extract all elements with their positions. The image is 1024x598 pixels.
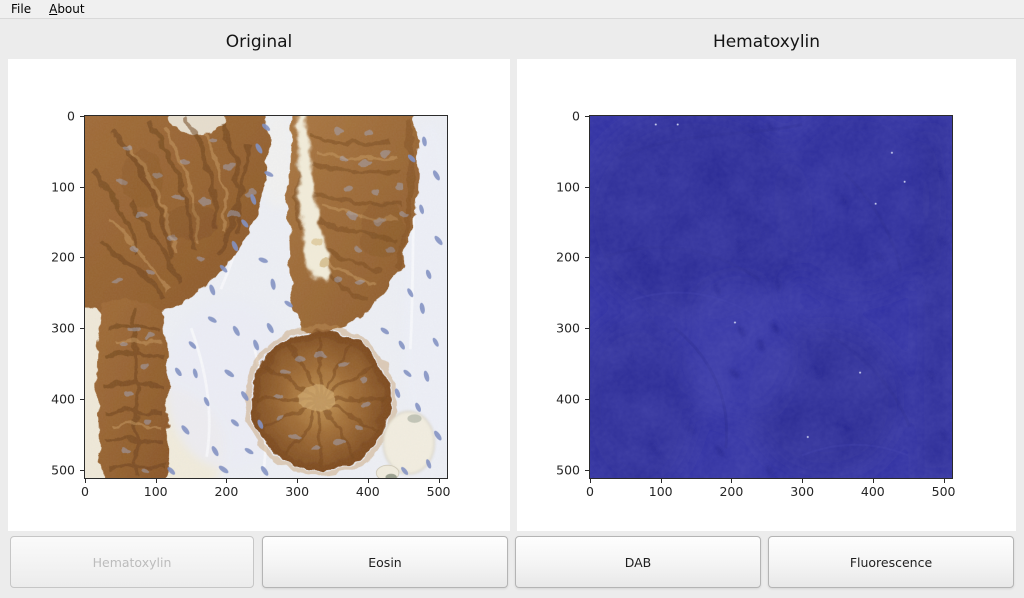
y-tick-label: 100 (556, 179, 580, 195)
menu-about[interactable]: About (40, 1, 94, 18)
y-tick-mark (80, 116, 84, 117)
hematoxylin-panel: 0 100 200 300 400 500 0 100 200 300 400 500 (517, 59, 1016, 531)
x-tick-mark (590, 479, 591, 483)
x-tick-mark (660, 479, 662, 483)
y-tick-label: 200 (51, 249, 75, 265)
x-tick-mark (85, 479, 86, 483)
x-tick-label: 500 (931, 484, 956, 499)
y-tick-mark (80, 328, 84, 330)
x-tick-label: 200 (214, 484, 239, 499)
y-tick-mark (585, 116, 589, 117)
menu-bar: File About (0, 0, 1024, 19)
x-tick-mark (226, 479, 228, 483)
x-tick-mark (367, 479, 369, 483)
y-tick-label: 300 (556, 320, 580, 336)
fluorescence-button[interactable]: Fluorescence (768, 536, 1014, 588)
hematoxylin-title: Hematoxylin (712, 32, 821, 52)
y-tick-mark (585, 469, 589, 471)
x-tick-label: 300 (285, 484, 310, 499)
hematoxylin-button[interactable]: Hematoxylin (10, 536, 254, 588)
x-tick-label: 500 (426, 484, 451, 499)
hematoxylin-image (590, 116, 952, 478)
y-tick-mark (585, 398, 589, 400)
y-tick-mark (585, 186, 589, 188)
menu-about-accel: A (49, 1, 58, 16)
y-tick-label: 100 (51, 179, 75, 195)
y-tick-mark (80, 469, 84, 471)
y-tick-mark (80, 257, 84, 259)
x-tick-mark (872, 479, 874, 483)
x-tick-label: 100 (648, 484, 673, 499)
original-image (85, 116, 447, 478)
x-tick-label: 0 (586, 484, 594, 499)
y-tick-mark (585, 328, 589, 330)
hematoxylin-axes: 0 100 200 300 400 500 0 100 200 300 400 500 (556, 109, 955, 500)
y-tick-label: 200 (556, 249, 580, 265)
x-tick-mark (731, 479, 733, 483)
y-tick-label: 400 (556, 391, 580, 407)
y-tick-label: 0 (572, 108, 580, 124)
y-tick-label: 0 (67, 108, 75, 124)
x-tick-mark (943, 479, 945, 483)
eosin-button[interactable]: Eosin (262, 536, 508, 588)
y-tick-label: 500 (51, 462, 75, 478)
hema-bright-specks (654, 123, 906, 438)
y-tick-label: 300 (51, 320, 75, 336)
original-title: Original (225, 32, 293, 52)
x-tick-mark (155, 479, 157, 483)
y-tick-mark (585, 257, 589, 259)
dab-button[interactable]: DAB (515, 536, 761, 588)
x-tick-mark (297, 479, 299, 483)
x-tick-label: 400 (860, 484, 885, 499)
menu-file[interactable]: File (11, 1, 32, 16)
x-tick-label: 300 (790, 484, 815, 499)
x-tick-label: 200 (719, 484, 744, 499)
x-tick-mark (802, 479, 804, 483)
menu-about-rest: bout (57, 1, 85, 16)
x-tick-label: 400 (355, 484, 380, 499)
x-tick-label: 0 (81, 484, 89, 499)
x-tick-label: 100 (143, 484, 168, 499)
y-tick-label: 400 (51, 391, 75, 407)
y-tick-mark (80, 398, 84, 400)
x-tick-mark (438, 479, 440, 483)
original-panel: 0 100 200 300 400 500 0 100 200 300 400 500 (8, 59, 510, 531)
original-axes: 0 100 200 300 400 500 0 100 200 300 400 500 (51, 109, 450, 500)
y-tick-label: 500 (556, 462, 580, 478)
y-tick-mark (80, 186, 84, 188)
